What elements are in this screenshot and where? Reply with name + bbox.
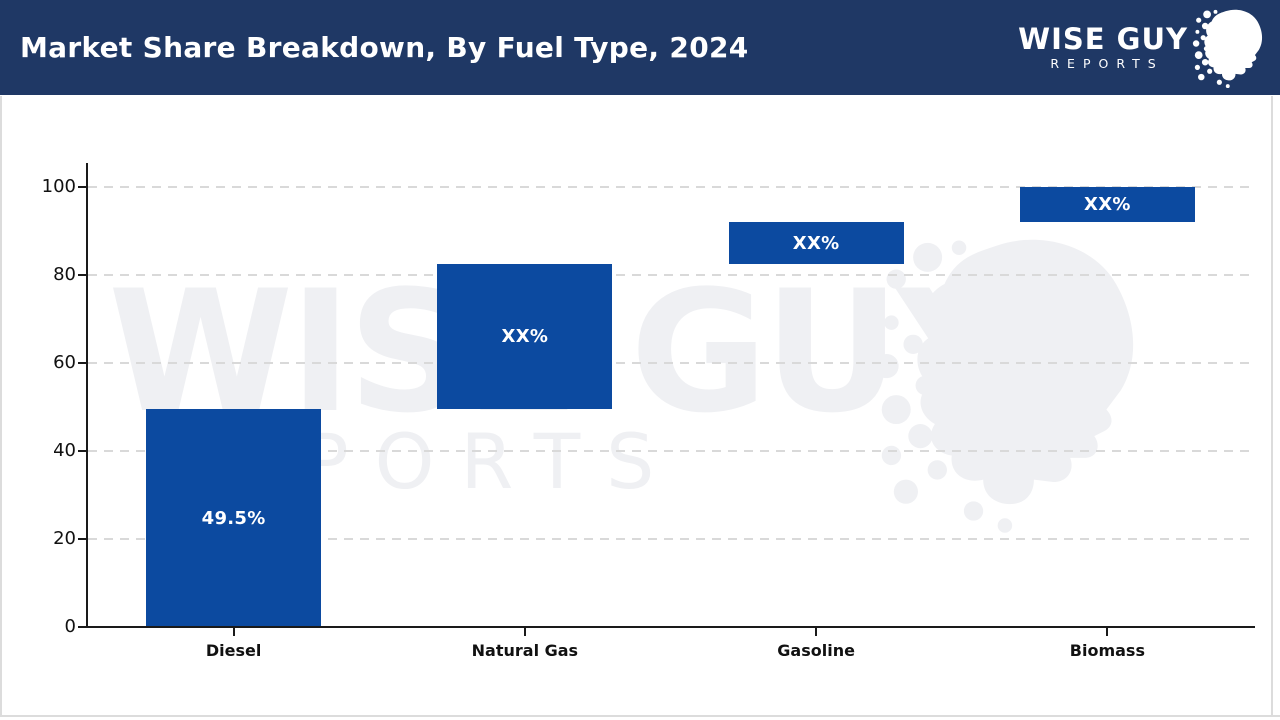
bar-biomass: XX% — [1019, 187, 1195, 223]
logo-subword: REPORTS — [1050, 55, 1164, 71]
x-tick-mark — [232, 628, 235, 636]
y-tick-label: 80 — [53, 264, 76, 285]
bar-label: XX% — [501, 326, 549, 348]
grid-line — [88, 362, 1253, 364]
grid-line — [88, 186, 1253, 188]
grid-line — [88, 538, 1253, 540]
x-tick-label: Diesel — [205, 641, 262, 660]
y-tick-mark — [78, 626, 86, 628]
x-tick-label: Natural Gas — [471, 641, 579, 660]
y-tick-label: 20 — [53, 528, 76, 549]
x-axis — [86, 626, 1255, 628]
logo-wordmark: WISE GUY — [1018, 22, 1188, 57]
x-tick-label: Gasoline — [777, 641, 855, 660]
y-tick-mark — [78, 450, 86, 452]
frame-left-edge — [0, 96, 2, 717]
x-tick-mark — [815, 628, 818, 636]
dot-face-profile-icon — [1192, 9, 1263, 88]
x-tick-label: Biomass — [1069, 641, 1145, 660]
y-tick-mark — [78, 186, 86, 188]
y-tick-label: 60 — [53, 352, 76, 373]
logo-text: WISE GUY REPORTS — [1018, 22, 1188, 71]
bar-label: XX% — [792, 232, 840, 254]
wiseguy-logo: WISE GUY REPORTS — [1018, 0, 1270, 95]
page-title: Market Share Breakdown, By Fuel Type, 20… — [20, 31, 749, 64]
y-tick-label: 40 — [53, 440, 76, 461]
bar-label: 49.5% — [201, 507, 266, 529]
grid-line — [88, 450, 1253, 452]
y-axis — [86, 163, 88, 628]
y-tick-mark — [78, 274, 86, 276]
bar-gasoline: XX% — [728, 222, 904, 264]
bar-natural-gas: XX% — [437, 264, 613, 410]
x-tick-mark — [1106, 628, 1109, 636]
y-tick-mark — [78, 362, 86, 364]
frame-bottom-edge — [0, 715, 1280, 717]
grid-line — [88, 274, 1253, 276]
bar-diesel: 49.5% — [146, 409, 322, 627]
bar-label: XX% — [1084, 194, 1131, 216]
x-tick-mark — [523, 628, 526, 636]
y-tick-label: 100 — [41, 176, 76, 197]
frame-right-edge — [1271, 96, 1273, 717]
y-tick-label: 0 — [64, 616, 76, 637]
y-tick-mark — [78, 538, 86, 540]
report-header: Market Share Breakdown, By Fuel Type, 20… — [0, 0, 1280, 95]
